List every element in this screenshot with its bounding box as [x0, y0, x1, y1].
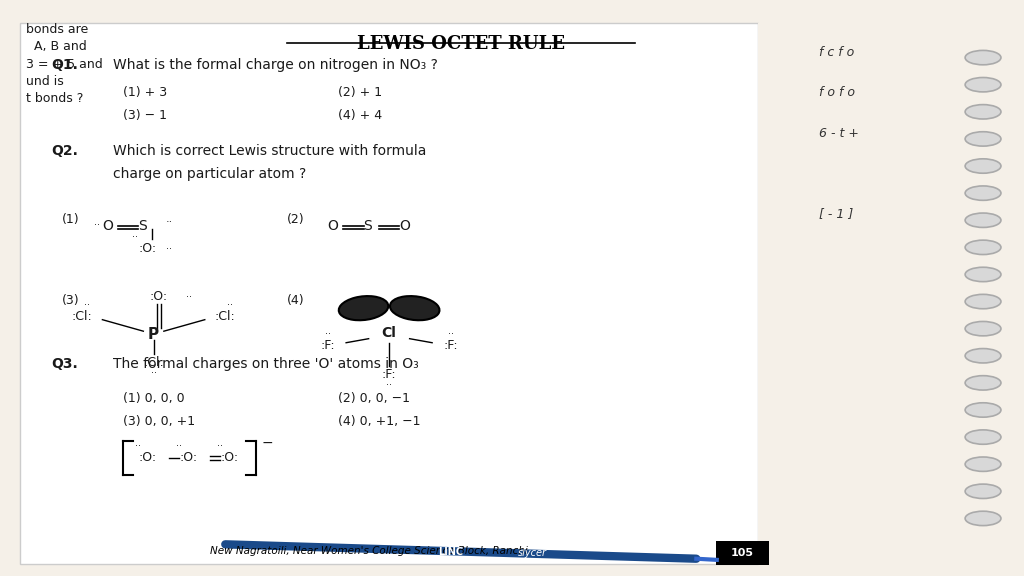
Text: f o f o: f o f o [819, 86, 855, 100]
Ellipse shape [390, 296, 439, 320]
Ellipse shape [965, 430, 1001, 444]
Text: 3 = + 5 and: 3 = + 5 and [26, 58, 102, 71]
Text: Q2.: Q2. [51, 144, 78, 158]
Ellipse shape [339, 296, 388, 320]
Text: −: − [261, 435, 272, 449]
Ellipse shape [965, 213, 1001, 228]
Text: What is the formal charge on nitrogen in NO₃ ?: What is the formal charge on nitrogen in… [113, 58, 437, 71]
Text: New Nagratoili, Near Women's College Science Block, Ranchi: New Nagratoili, Near Women's College Sci… [210, 546, 527, 556]
Text: (2): (2) [287, 213, 304, 226]
Text: LINC: LINC [438, 547, 463, 557]
Ellipse shape [965, 484, 1001, 498]
Text: [ - 1 ]: [ - 1 ] [819, 207, 853, 221]
Text: ··: ·· [447, 329, 454, 339]
FancyBboxPatch shape [716, 541, 769, 565]
Ellipse shape [965, 186, 1001, 200]
Text: f c f o: f c f o [819, 46, 854, 59]
Text: (4): (4) [287, 294, 304, 307]
Ellipse shape [965, 511, 1001, 525]
Text: S: S [138, 219, 147, 233]
Text: S: S [364, 219, 373, 233]
Text: (1) 0, 0, 0: (1) 0, 0, 0 [123, 392, 184, 405]
Ellipse shape [965, 78, 1001, 92]
Text: O: O [328, 219, 339, 233]
Text: und is: und is [26, 75, 63, 88]
Text: 6 - t +: 6 - t + [819, 127, 859, 140]
Text: t bonds ?: t bonds ? [26, 92, 83, 105]
Text: :O:: :O: [138, 242, 157, 255]
Ellipse shape [965, 267, 1001, 282]
Text: :Cl:: :Cl: [143, 357, 164, 369]
Text: Which is correct Lewis structure with formula: Which is correct Lewis structure with fo… [113, 144, 426, 158]
Text: (3): (3) [61, 294, 79, 307]
Text: (4) + 4: (4) + 4 [338, 109, 382, 123]
Text: (4) 0, +1, −1: (4) 0, +1, −1 [338, 415, 421, 428]
Text: :O:: :O: [179, 452, 198, 464]
Ellipse shape [965, 294, 1001, 309]
Text: ··: ·· [135, 441, 141, 452]
Text: ··: ·· [166, 244, 172, 254]
Text: 105: 105 [731, 548, 754, 558]
Ellipse shape [965, 240, 1001, 255]
Text: ··: ·· [151, 368, 157, 378]
Ellipse shape [965, 105, 1001, 119]
Text: ··: ·· [186, 291, 193, 302]
Text: charge on particular atom ?: charge on particular atom ? [113, 167, 306, 181]
Text: ··: ·· [94, 219, 100, 230]
Ellipse shape [965, 403, 1001, 417]
Text: O: O [399, 219, 411, 233]
Text: :O:: :O: [150, 290, 168, 303]
Text: (3) − 1: (3) − 1 [123, 109, 167, 123]
Text: ··: ·· [386, 380, 392, 390]
Text: :F:: :F: [382, 368, 396, 381]
Text: :O:: :O: [138, 452, 157, 464]
Text: :F:: :F: [443, 339, 458, 352]
Text: (1): (1) [61, 213, 79, 226]
Ellipse shape [965, 132, 1001, 146]
Text: O: O [102, 219, 114, 233]
Text: ··: ·· [84, 300, 90, 310]
Ellipse shape [965, 376, 1001, 390]
Text: :F:: :F: [321, 339, 335, 352]
FancyBboxPatch shape [20, 23, 758, 564]
Text: ··: ·· [176, 441, 182, 452]
Text: (2) 0, 0, −1: (2) 0, 0, −1 [338, 392, 410, 405]
Text: ··: ·· [165, 217, 173, 227]
Text: ··: ·· [217, 441, 223, 452]
FancyBboxPatch shape [758, 23, 1004, 564]
Text: Q3.: Q3. [51, 357, 78, 371]
Ellipse shape [965, 159, 1001, 173]
Text: :O:: :O: [220, 452, 239, 464]
Text: ··: ·· [132, 232, 138, 242]
Text: :Cl:: :Cl: [215, 310, 236, 323]
Text: LEWIS OCTET RULE: LEWIS OCTET RULE [356, 35, 565, 52]
Ellipse shape [965, 51, 1001, 65]
Text: (2) + 1: (2) + 1 [338, 86, 382, 100]
Text: ··: ·· [325, 329, 331, 339]
Ellipse shape [965, 457, 1001, 471]
Text: The formal charges on three 'O' atoms in O₃: The formal charges on three 'O' atoms in… [113, 357, 419, 371]
Text: (1) + 3: (1) + 3 [123, 86, 167, 100]
Ellipse shape [965, 348, 1001, 363]
Text: A, B and: A, B and [26, 40, 86, 54]
Text: Cl: Cl [382, 326, 396, 340]
Text: :Cl:: :Cl: [72, 310, 92, 323]
Text: slycer: slycer [518, 548, 547, 558]
Text: bonds are: bonds are [26, 23, 88, 36]
Ellipse shape [965, 321, 1001, 336]
Text: Q1.: Q1. [51, 58, 78, 71]
Text: (3) 0, 0, +1: (3) 0, 0, +1 [123, 415, 195, 428]
Text: P: P [148, 327, 159, 342]
Text: ··: ·· [227, 300, 233, 310]
